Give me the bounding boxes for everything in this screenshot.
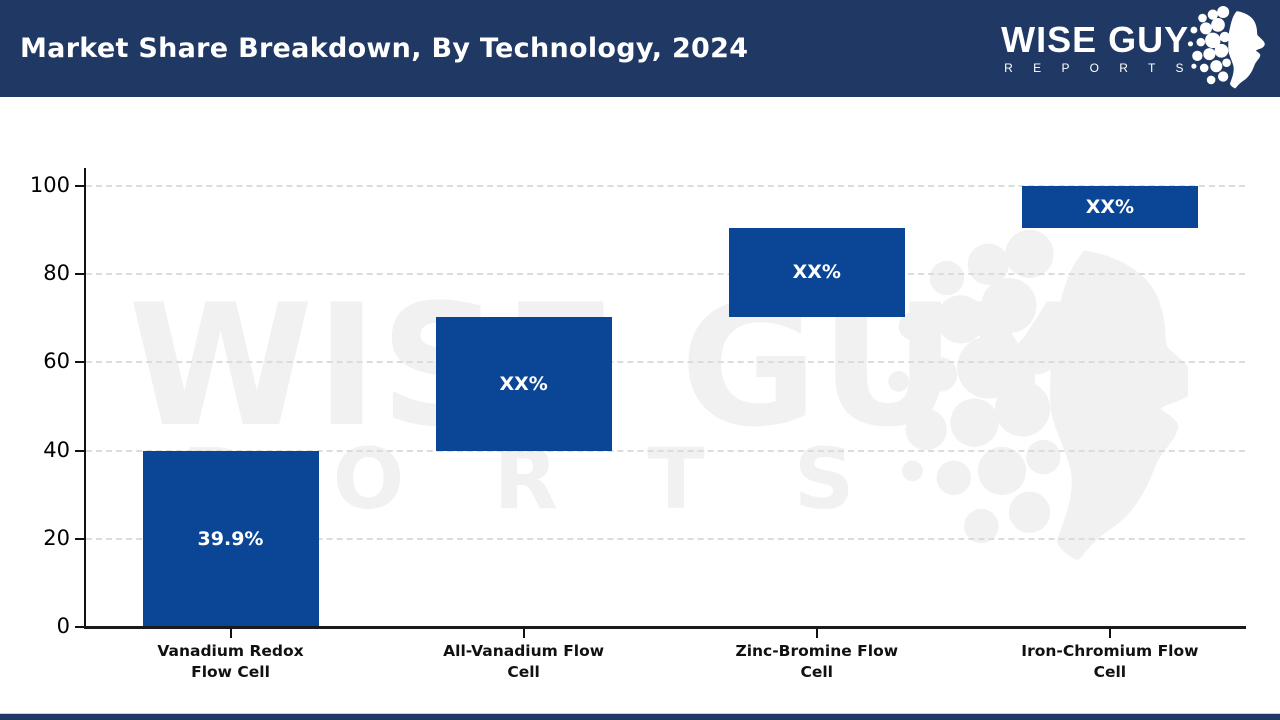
bar-value-label: 39.9% [197,528,264,550]
y-tick-label: 0 [56,614,70,638]
x-tick-label: Zinc-Bromine Flow Cell [735,642,899,681]
gridline [86,185,1245,187]
bar-segment: XX% [728,227,905,317]
y-tick-label: 100 [29,173,70,197]
bar-segment: 39.9% [142,451,319,627]
y-tick-mark [75,537,84,540]
y-tick-mark [75,185,84,187]
y-tick-label: 20 [43,525,70,550]
bar-value-label: XX% [1085,195,1135,218]
gridline [86,537,1245,540]
logo-text: WISE GUY R E P O R T S [1001,19,1192,76]
y-tick-label: 80 [43,261,70,286]
y-tick-mark [75,361,84,364]
y-tick-label: 60 [43,349,70,374]
header-bar: Market Share Breakdown, By Technology, 2… [0,0,1280,97]
logo-subtitle: R E P O R T S [1004,61,1192,75]
footer-bar [0,713,1280,720]
x-tick-mark [815,629,818,638]
y-tick-mark [75,273,84,276]
page-title: Market Share Breakdown, By Technology, 2… [20,33,749,64]
gridline [86,273,1245,276]
logo-wordmark: WISE GUY [1001,19,1190,60]
y-tick-mark [75,449,84,452]
x-tick-mark [1108,629,1111,638]
y-tick-label: 40 [43,437,70,462]
wise-guy-logo: WISE GUY R E P O R T S [1001,5,1266,92]
dotted-head-icon [1187,5,1265,89]
y-tick-mark [75,626,84,628]
bar-segment: XX% [1021,186,1198,228]
bar-value-label: XX% [792,261,841,284]
x-tick-label: Vanadium Redox Flow Cell [157,642,304,681]
x-tick-label: Iron-Chromium Flow Cell [1021,642,1199,681]
y-axis-line [84,168,86,628]
bar-value-label: XX% [499,372,548,395]
watermark-dotted-head [888,229,1188,561]
x-axis-line [84,626,1246,629]
x-tick-mark [522,629,525,638]
bar-segment: XX% [435,316,612,452]
x-tick-mark [229,629,232,638]
gridline [86,361,1245,364]
x-tick-label: All-Vanadium Flow Cell [443,642,605,681]
gridline [86,449,1245,452]
